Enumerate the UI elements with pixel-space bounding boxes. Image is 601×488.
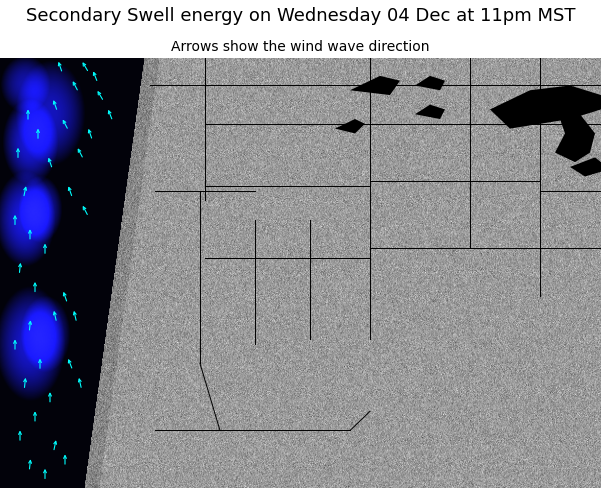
Polygon shape xyxy=(335,120,365,134)
Polygon shape xyxy=(570,158,601,177)
Polygon shape xyxy=(350,77,400,96)
Polygon shape xyxy=(555,115,595,163)
Polygon shape xyxy=(490,86,601,129)
Text: Secondary Swell energy on Wednesday 04 Dec at 11pm MST: Secondary Swell energy on Wednesday 04 D… xyxy=(26,7,575,25)
Text: Arrows show the wind wave direction: Arrows show the wind wave direction xyxy=(171,40,430,54)
Polygon shape xyxy=(415,77,445,91)
Polygon shape xyxy=(415,105,445,120)
